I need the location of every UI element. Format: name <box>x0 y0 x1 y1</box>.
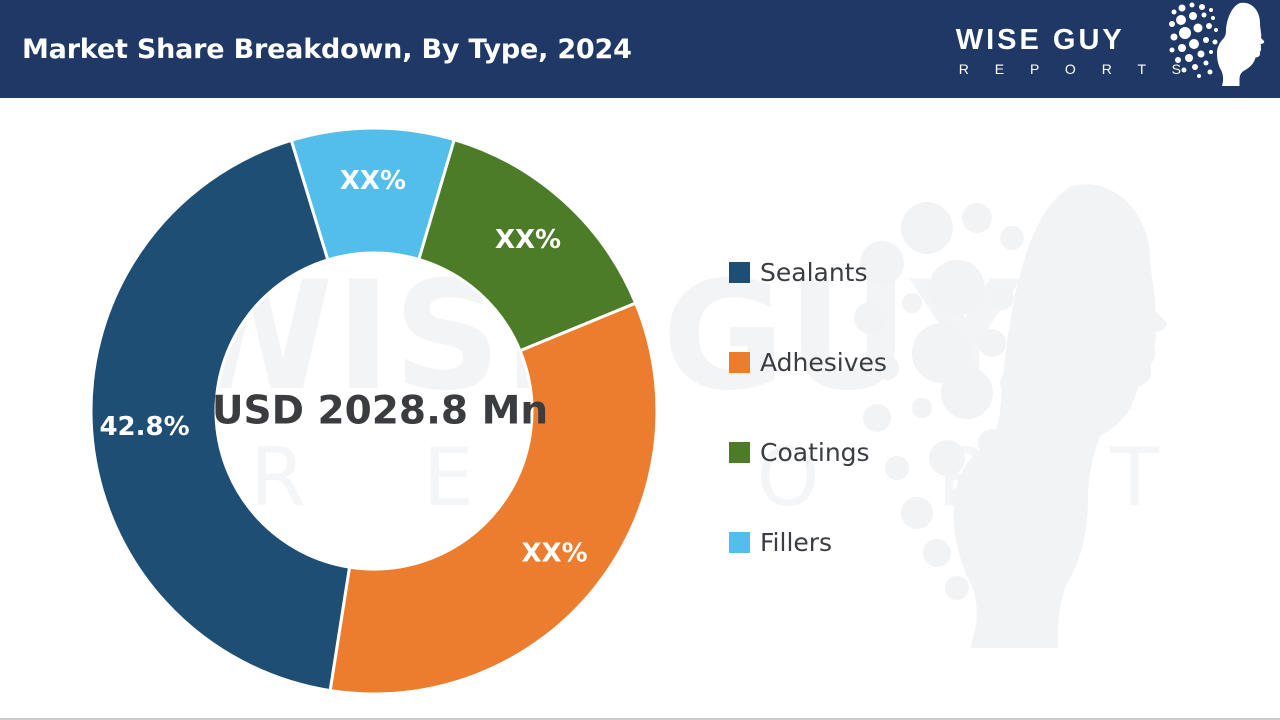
legend-swatch-sealants <box>729 261 750 283</box>
donut-segment-adhesives <box>328 301 659 696</box>
segment-label-adhesives: XX% <box>522 538 588 568</box>
legend: Sealants Adhesives Coatings Fillers <box>729 253 887 613</box>
segment-label-coatings: XX% <box>495 225 561 255</box>
header: Market Share Breakdown, By Type, 2024 WI… <box>0 0 1280 98</box>
bottom-border <box>0 718 1280 720</box>
legend-label: Fillers <box>760 527 833 557</box>
donut-segment-coatings <box>417 138 638 353</box>
legend-label: Coatings <box>760 437 870 467</box>
legend-item-coatings: Coatings <box>729 433 887 471</box>
segment-label-sealants: 42.8% <box>99 412 189 442</box>
watermark-reports: R E P O R T S <box>250 431 1280 524</box>
segment-label-fillers: XX% <box>340 166 406 196</box>
logo-reports-label: R E P O R T S <box>958 60 1192 77</box>
donut-segment-sealants <box>89 138 352 693</box>
page-title: Market Share Breakdown, By Type, 2024 <box>22 33 632 65</box>
watermark-head-icon <box>854 184 1167 648</box>
logo-text: WISE GUY R E P O R T S <box>956 24 1192 77</box>
wiseguy-head-icon <box>1169 2 1265 86</box>
legend-label: Adhesives <box>760 347 887 377</box>
legend-swatch-adhesives <box>729 351 750 373</box>
legend-label: Sealants <box>760 257 868 287</box>
legend-item-adhesives: Adhesives <box>729 343 887 381</box>
legend-swatch-coatings <box>729 441 750 463</box>
legend-item-fillers: Fillers <box>729 523 887 561</box>
donut-center-value: USD 2028.8 Mn <box>212 389 548 434</box>
wiseguy-logo: WISE GUY R E P O R T S <box>956 2 1270 88</box>
logo-wordmark: WISE GUY <box>955 23 1125 56</box>
legend-item-sealants: Sealants <box>729 253 887 291</box>
legend-swatch-fillers <box>729 531 750 553</box>
